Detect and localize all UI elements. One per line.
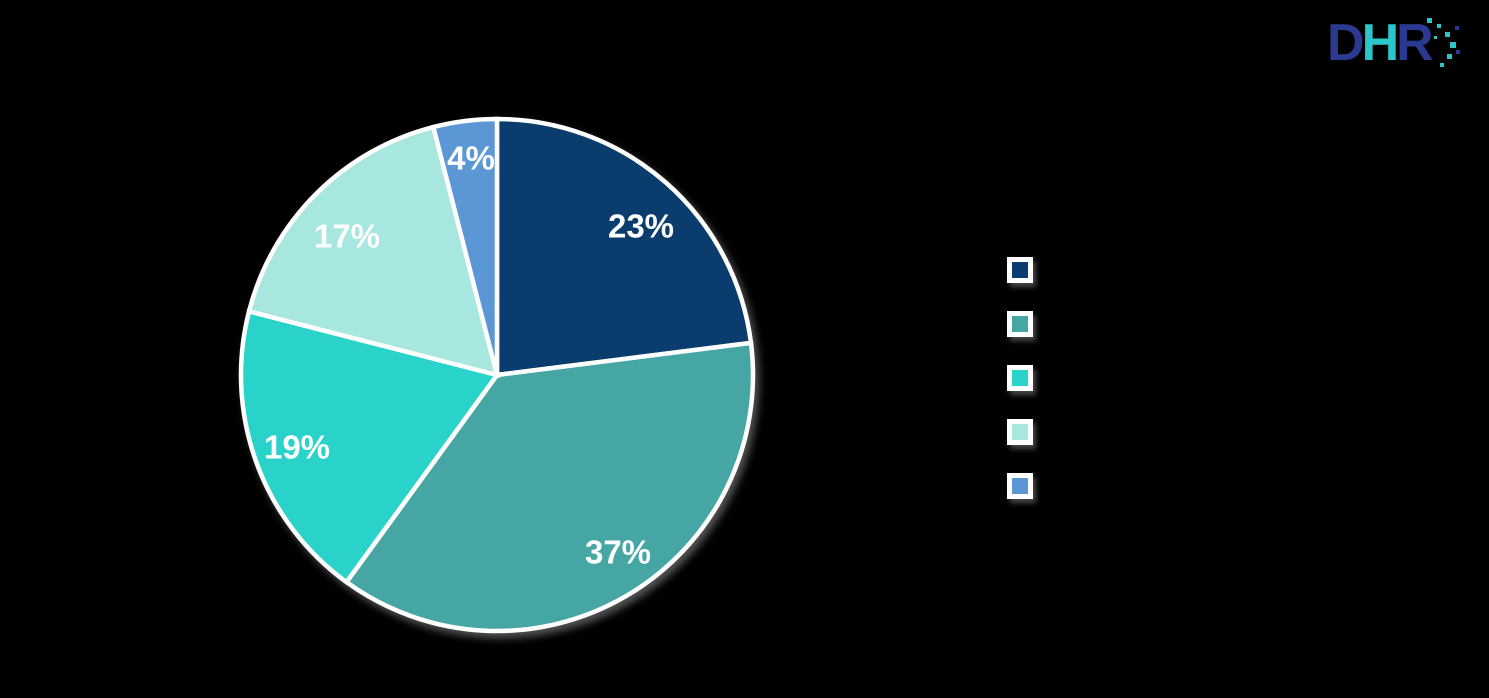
pie-slice-23: [494, 116, 754, 378]
pie-slice-label: 19%: [264, 429, 330, 466]
logo-letter-d: D: [1327, 14, 1365, 72]
legend-swatch-color: [1012, 370, 1028, 386]
pie-slice-37: [343, 340, 756, 634]
chart-legend: [1007, 257, 1033, 499]
pie-slice-19: [238, 308, 501, 586]
legend-swatch-color: [1012, 262, 1028, 278]
pie-slice-label: 4%: [447, 140, 495, 177]
legend-swatch-3: [1007, 365, 1033, 391]
logo-letter-h: H: [1361, 14, 1400, 72]
legend-swatch-color: [1012, 316, 1028, 332]
logo-text: DHR: [1327, 14, 1434, 72]
legend-swatch-2: [1007, 311, 1033, 337]
pie-slice-4: [430, 116, 500, 376]
pie-slice-17: [246, 124, 501, 379]
legend-swatch-color: [1012, 478, 1028, 494]
pie-slice-label: 37%: [585, 534, 651, 571]
pie-slice-label: 23%: [608, 208, 674, 245]
dhr-logo: DHR: [1327, 14, 1463, 76]
pie-slice-label: 17%: [314, 218, 380, 255]
legend-swatch-4: [1007, 419, 1033, 445]
legend-swatch-1: [1007, 257, 1033, 283]
logo-letter-r: R: [1396, 14, 1434, 72]
legend-swatch-5: [1007, 473, 1033, 499]
legend-swatch-color: [1012, 424, 1028, 440]
